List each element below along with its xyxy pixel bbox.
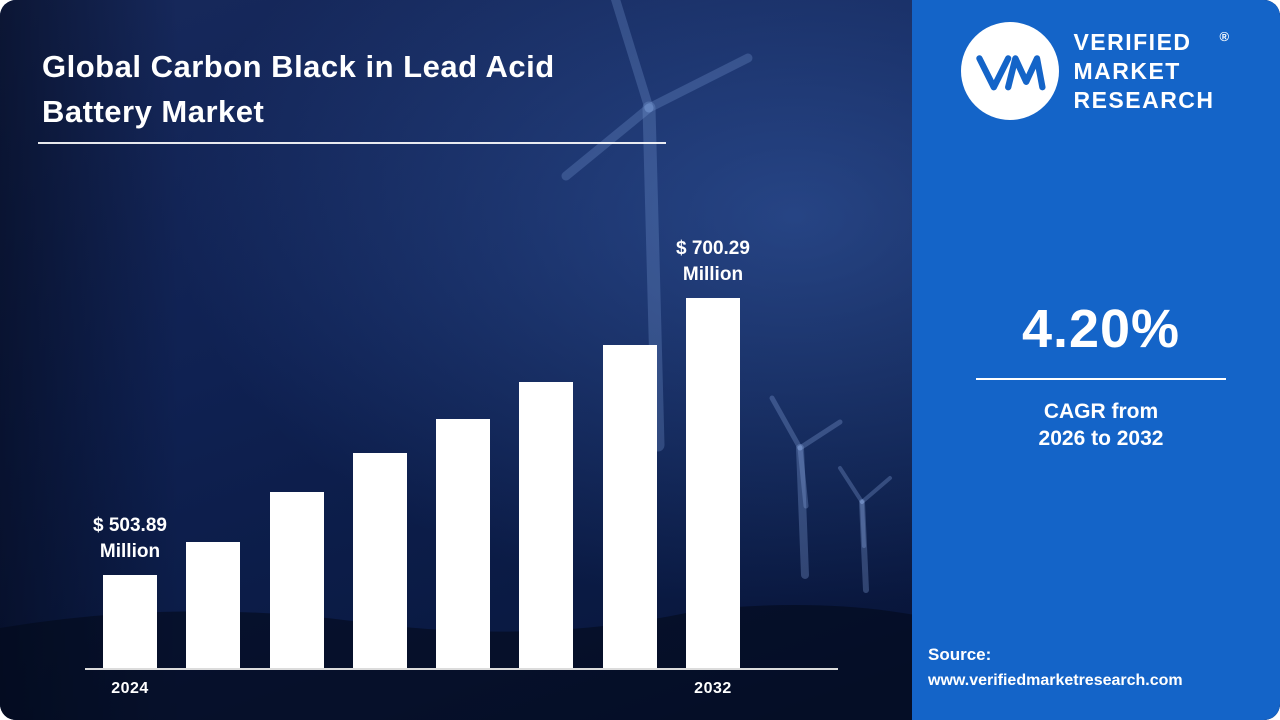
bar-rect bbox=[519, 382, 574, 668]
cagr-divider bbox=[976, 378, 1226, 380]
bar-rect bbox=[602, 345, 657, 668]
bar-rect bbox=[685, 298, 740, 668]
title-underline bbox=[38, 142, 666, 144]
bar-column-y6 bbox=[602, 270, 657, 668]
source-url: www.verifiedmarketresearch.com bbox=[928, 672, 1183, 689]
vmr-logo-circle bbox=[961, 22, 1060, 120]
bar-column-y1 bbox=[186, 270, 241, 668]
bar-data-label: $ 503.89 Million bbox=[93, 515, 167, 562]
cagr-value: 4.20% bbox=[1021, 299, 1181, 359]
bar-rect bbox=[436, 419, 491, 668]
bar-rect bbox=[352, 453, 407, 668]
brand-line-verified: VERIFIED bbox=[1073, 28, 1192, 55]
cagr-caption-line1: CAGR from bbox=[1043, 400, 1159, 423]
vmr-monogram-icon bbox=[976, 55, 1047, 91]
page-title: Global Carbon Black in Lead Acid Battery… bbox=[42, 44, 555, 134]
page-title-line2: Battery Market bbox=[42, 94, 265, 129]
brand-line-market: MARKET bbox=[1073, 57, 1181, 84]
vmr-logo: ® VERIFIED MARKET RESEARCH bbox=[912, 0, 1280, 120]
bar-rect bbox=[269, 492, 324, 668]
x-axis-line bbox=[85, 668, 838, 670]
bar-column-y5 bbox=[519, 270, 574, 668]
cagr-block: 4.20% CAGR from 2026 to 2032 bbox=[912, 298, 1280, 452]
brand-wordmark: ® VERIFIED MARKET RESEARCH bbox=[1073, 28, 1230, 115]
cagr-caption: CAGR from 2026 to 2032 bbox=[922, 398, 1280, 452]
bar-chart: $ 503.89 Million 2024 $ 700.29 Million 2032 bbox=[93, 238, 750, 697]
bar-rect bbox=[103, 575, 157, 668]
page-title-line1: Global Carbon Black in Lead Acid bbox=[42, 49, 555, 84]
right-panel: ® VERIFIED MARKET RESEARCH 4.20% CAGR fr… bbox=[912, 0, 1280, 720]
cagr-caption-line2: 2026 to 2032 bbox=[1038, 427, 1164, 450]
bar-column-y4 bbox=[436, 270, 491, 668]
bar-rect bbox=[186, 542, 241, 668]
bar-column-2032: $ 700.29 Million 2032 bbox=[676, 238, 750, 697]
source-label: Source: bbox=[928, 645, 992, 664]
bar-column-y3 bbox=[352, 270, 407, 668]
bar-column-2024: $ 503.89 Million 2024 bbox=[93, 270, 167, 697]
registered-trademark: ® bbox=[1219, 28, 1231, 44]
bar-data-label: $ 700.29 Million bbox=[675, 238, 750, 285]
x-tick-2024: 2024 bbox=[111, 680, 149, 697]
brand-line-research: RESEARCH bbox=[1073, 86, 1215, 113]
x-tick-2032: 2032 bbox=[694, 680, 732, 697]
bar-column-y2 bbox=[269, 270, 324, 668]
source-block: Source: www.verifiedmarketresearch.com bbox=[928, 642, 1270, 694]
